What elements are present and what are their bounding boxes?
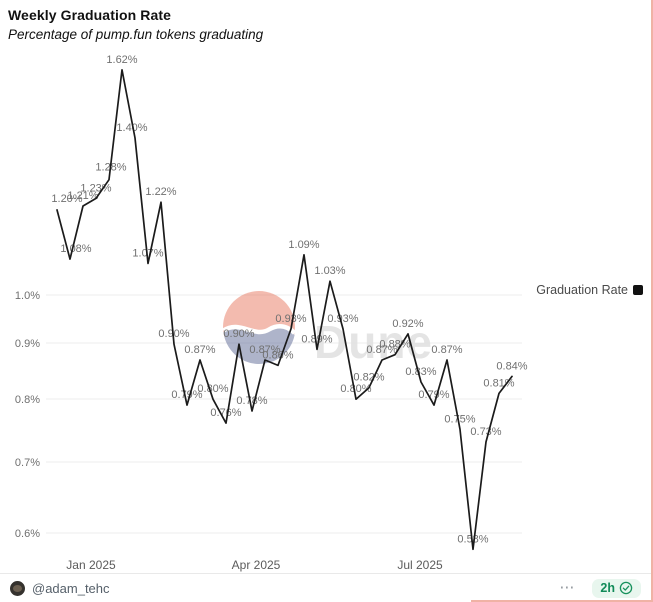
avatar xyxy=(10,580,25,596)
point-label: 0.87% xyxy=(184,344,215,356)
time-badge-label: 2h xyxy=(600,581,615,595)
point-label: 1.09% xyxy=(288,239,319,251)
chart-title: Weekly Graduation Rate xyxy=(8,7,171,23)
point-label: 0.93% xyxy=(327,313,358,325)
x-tick: Jan 2025 xyxy=(66,558,116,572)
point-label: 0.87% xyxy=(366,344,397,356)
chart-subtitle: Percentage of pump.fun tokens graduating xyxy=(8,27,264,42)
point-label: 0.81% xyxy=(483,377,514,389)
chart-header: Weekly Graduation Rate Percentage of pum… xyxy=(8,6,263,44)
point-label: 1.22% xyxy=(145,186,176,198)
watermark-text: Dune xyxy=(314,316,433,368)
point-label: 0.82% xyxy=(353,372,384,384)
y-tick: 1.0% xyxy=(15,290,40,302)
y-tick: 0.9% xyxy=(15,338,40,350)
legend-marker-icon xyxy=(633,285,643,295)
author-handle[interactable]: @adam_tehc xyxy=(32,580,110,596)
point-label: 1.62% xyxy=(106,54,137,66)
point-label: 0.84% xyxy=(496,360,527,372)
graduation-rate-line xyxy=(56,68,513,551)
point-label: 1.23% xyxy=(80,182,111,194)
point-label: 1.21% xyxy=(67,190,98,202)
point-label: 1.08% xyxy=(60,243,91,255)
x-axis: Jan 2025 Apr 2025 Jul 2025 xyxy=(66,558,443,572)
point-label: 0.58% xyxy=(457,533,488,545)
point-label: 0.78% xyxy=(236,395,267,407)
point-label: 0.89% xyxy=(301,333,332,345)
more-menu-icon[interactable]: ⋯ xyxy=(559,579,576,596)
point-label: 0.90% xyxy=(158,328,189,340)
time-badge[interactable]: 2h xyxy=(592,578,641,598)
point-label: 1.20% xyxy=(51,193,82,205)
point-label: 0.87% xyxy=(249,344,280,356)
point-label: 0.93% xyxy=(275,313,306,325)
point-label: 0.73% xyxy=(470,426,501,438)
footer-bar: @adam_tehc ⋯ 2h xyxy=(0,573,651,602)
y-tick: 0.6% xyxy=(15,528,40,540)
point-label: 1.40% xyxy=(116,122,147,134)
point-label: 0.90% xyxy=(223,328,254,340)
check-circle-icon xyxy=(619,581,633,595)
point-label: 0.79% xyxy=(418,389,449,401)
legend[interactable]: Graduation Rate xyxy=(536,283,643,297)
gridlines xyxy=(46,294,522,534)
point-label: 0.80% xyxy=(197,383,228,395)
legend-label: Graduation Rate xyxy=(536,283,628,297)
point-label: 0.92% xyxy=(392,318,423,330)
point-label: 0.88% xyxy=(379,339,410,351)
series-layer: 1.20%1.08%1.21%1.23%1.28%1.62%1.40%1.07%… xyxy=(51,54,528,551)
point-label: 1.03% xyxy=(314,265,345,277)
point-label: 0.83% xyxy=(405,366,436,378)
y-tick: 0.7% xyxy=(15,457,40,469)
line-chart-canvas: 1.0% 0.9% 0.8% 0.7% 0.6% Dune 1.20% 1.08%… xyxy=(15,54,528,572)
y-tick: 0.8% xyxy=(15,394,40,406)
point-label: 0.79% xyxy=(171,389,202,401)
point-label: 0.75% xyxy=(444,413,475,425)
point-label: 1.07% xyxy=(132,247,163,259)
x-tick: Jul 2025 xyxy=(397,558,443,572)
y-axis: 1.0% 0.9% 0.8% 0.7% 0.6% xyxy=(15,290,40,540)
dune-watermark: Dune xyxy=(222,291,433,368)
point-label: 0.86% xyxy=(262,349,293,361)
point-label: 0.87% xyxy=(431,344,462,356)
x-tick: Apr 2025 xyxy=(232,558,281,572)
